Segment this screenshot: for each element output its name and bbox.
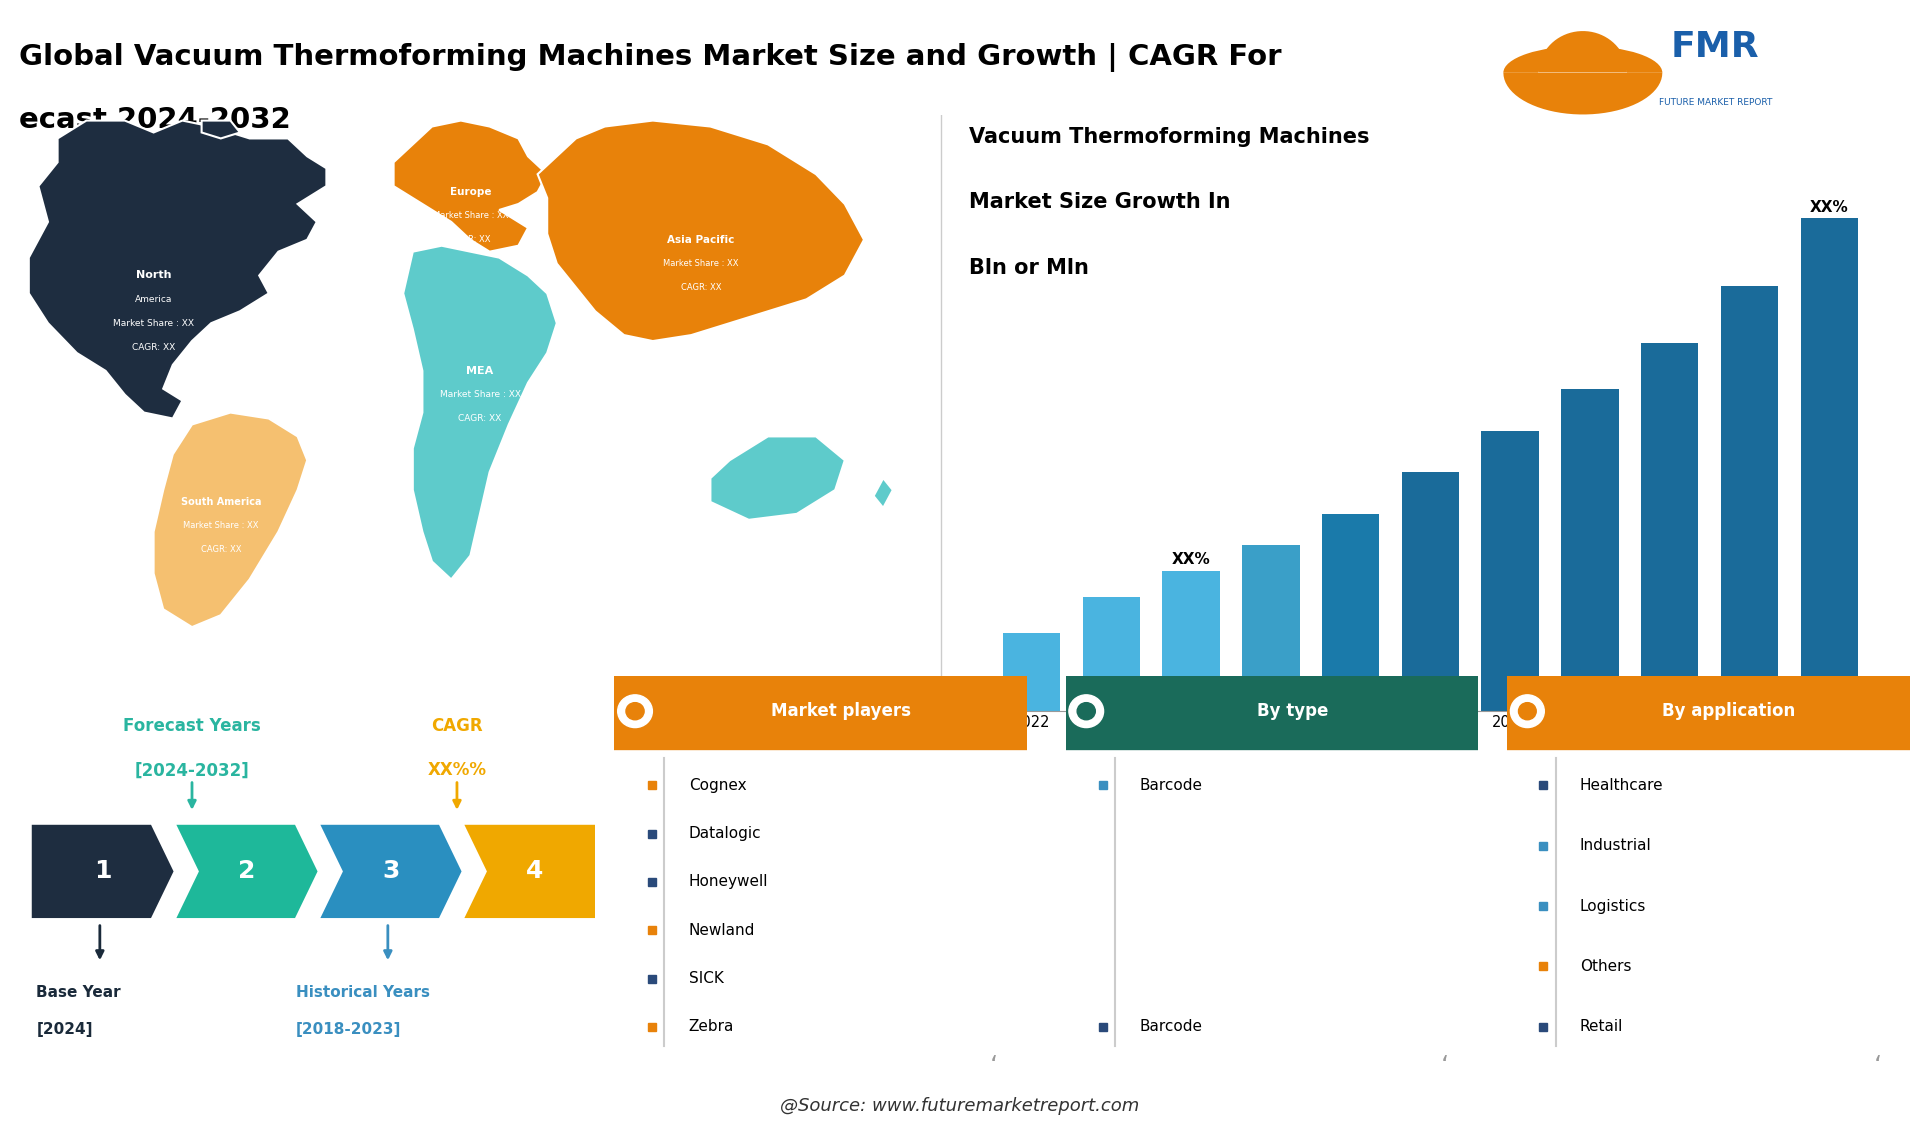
Text: Market Share : XX: Market Share : XX [440, 390, 520, 399]
Polygon shape [175, 824, 319, 919]
Bar [1321, 513, 1379, 711]
Text: XX%%: XX%% [428, 761, 486, 779]
Text: ’: ’ [987, 1036, 995, 1060]
Polygon shape [319, 824, 463, 919]
Text: FMR: FMR [1670, 31, 1759, 64]
Polygon shape [202, 120, 240, 139]
Polygon shape [31, 824, 175, 919]
Polygon shape [394, 120, 547, 252]
Text: Industrial: Industrial [1580, 838, 1651, 853]
Text: Historical Years: Historical Years [296, 986, 430, 1000]
Text: CAGR: XX: CAGR: XX [200, 545, 242, 555]
Text: Europe: Europe [449, 187, 492, 197]
Circle shape [1069, 694, 1104, 728]
Text: Newland: Newland [689, 923, 755, 937]
Circle shape [1077, 702, 1094, 720]
Text: Barcode: Barcode [1140, 1019, 1204, 1035]
Text: North: North [136, 270, 171, 281]
Text: Cognex: Cognex [689, 778, 747, 793]
Text: 4: 4 [526, 860, 543, 884]
Text: ’: ’ [1870, 1036, 1878, 1060]
Polygon shape [710, 437, 845, 520]
Text: 2: 2 [238, 860, 255, 884]
Text: ’: ’ [1438, 1036, 1446, 1060]
Text: By application: By application [1663, 702, 1795, 720]
FancyBboxPatch shape [1503, 735, 1914, 1069]
Text: Vacuum Thermoforming Machines: Vacuum Thermoforming Machines [970, 126, 1369, 147]
Text: Market players: Market players [772, 702, 912, 720]
Text: CAGR: XX: CAGR: XX [449, 235, 492, 244]
Text: XX%: XX% [1171, 552, 1210, 567]
Bar [1002, 633, 1060, 711]
Polygon shape [1503, 31, 1663, 115]
Circle shape [1519, 702, 1536, 720]
Circle shape [1511, 694, 1544, 728]
FancyBboxPatch shape [1044, 673, 1500, 751]
Text: MEA: MEA [467, 366, 493, 376]
Text: CAGR: XX: CAGR: XX [132, 343, 175, 352]
Text: FUTURE MARKET REPORT: FUTURE MARKET REPORT [1659, 99, 1772, 107]
Text: Market Share : XX: Market Share : XX [113, 319, 194, 328]
Text: Others: Others [1580, 959, 1632, 974]
Text: Asia Pacific: Asia Pacific [666, 235, 735, 245]
Polygon shape [874, 478, 893, 508]
FancyBboxPatch shape [611, 735, 1031, 1069]
Text: Forecast Years: Forecast Years [123, 717, 261, 736]
Polygon shape [463, 824, 607, 919]
Text: Logistics: Logistics [1580, 898, 1645, 913]
Text: 3: 3 [382, 860, 399, 884]
Text: Healthcare: Healthcare [1580, 778, 1663, 793]
Text: Bln or Mln: Bln or Mln [970, 258, 1089, 277]
Text: Zebra: Zebra [689, 1019, 733, 1035]
Text: Retail: Retail [1580, 1019, 1622, 1035]
Polygon shape [29, 120, 326, 418]
Text: [2024-2032]: [2024-2032] [134, 761, 250, 779]
Text: By type: By type [1258, 702, 1329, 720]
FancyBboxPatch shape [1062, 735, 1482, 1069]
Polygon shape [403, 245, 557, 580]
Bar [1561, 390, 1619, 711]
FancyBboxPatch shape [593, 673, 1048, 751]
Text: CAGR: CAGR [432, 717, 482, 736]
Text: ecast 2024-2032: ecast 2024-2032 [19, 107, 292, 134]
Text: SICK: SICK [689, 971, 724, 986]
Text: Market Size Growth In: Market Size Growth In [970, 193, 1231, 212]
Text: Barcode: Barcode [1140, 778, 1204, 793]
Text: Market Share : XX: Market Share : XX [432, 211, 509, 220]
Text: CAGR: XX: CAGR: XX [680, 283, 722, 292]
Bar [1083, 597, 1140, 711]
Bar [1642, 343, 1699, 711]
Bar [1801, 218, 1859, 711]
Text: America: America [134, 295, 173, 304]
Text: CAGR: XX: CAGR: XX [459, 414, 501, 423]
Polygon shape [538, 120, 864, 342]
Text: 1: 1 [94, 860, 111, 884]
Bar [1162, 571, 1219, 711]
Text: Datalogic: Datalogic [689, 826, 762, 841]
Circle shape [618, 694, 653, 728]
Text: South America: South America [180, 497, 261, 507]
Text: [2018-2023]: [2018-2023] [296, 1022, 401, 1037]
Circle shape [626, 702, 643, 720]
Polygon shape [154, 413, 307, 627]
Text: @Source: www.futuremarketreport.com: @Source: www.futuremarketreport.com [780, 1097, 1140, 1115]
Text: Honeywell: Honeywell [689, 874, 768, 889]
FancyBboxPatch shape [1486, 673, 1920, 751]
Text: [2024]: [2024] [36, 1022, 92, 1037]
Bar [1720, 285, 1778, 711]
Wedge shape [1503, 46, 1663, 73]
Text: Market Share : XX: Market Share : XX [662, 259, 739, 268]
Text: Market Share : XX: Market Share : XX [182, 521, 259, 531]
Text: XX%: XX% [1811, 201, 1849, 215]
Text: Global Vacuum Thermoforming Machines Market Size and Growth | CAGR For: Global Vacuum Thermoforming Machines Mar… [19, 42, 1283, 72]
Text: Base Year: Base Year [36, 986, 121, 1000]
Bar [1242, 544, 1300, 711]
Bar [1402, 472, 1459, 711]
Bar [1482, 431, 1540, 711]
